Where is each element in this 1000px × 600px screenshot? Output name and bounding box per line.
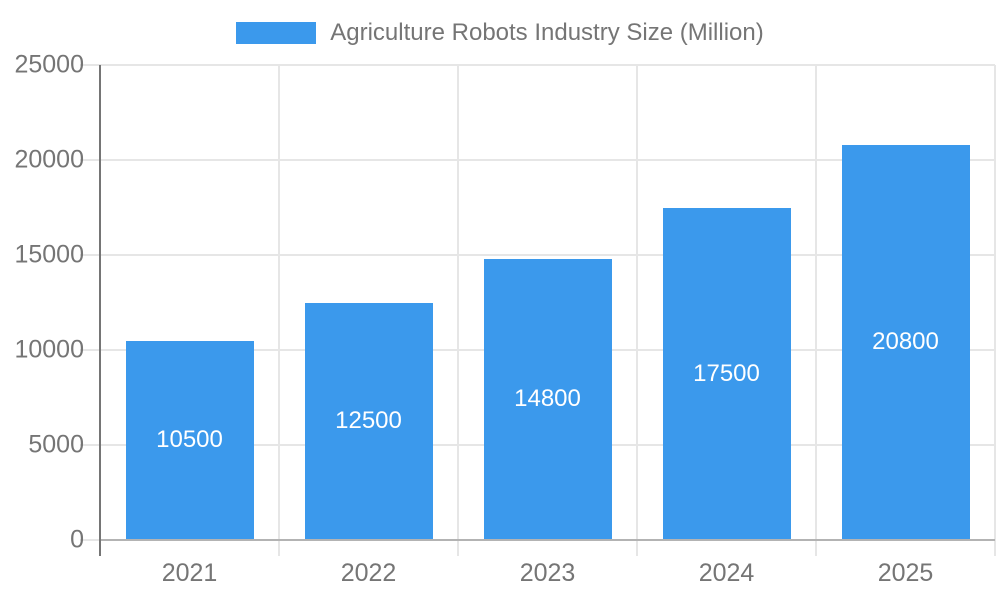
bar-value-label: 17500 <box>693 359 760 387</box>
vertical-gridline <box>815 65 817 556</box>
y-axis-tick <box>80 539 100 541</box>
y-tick-label: 15000 <box>14 240 84 269</box>
y-tick-label: 10000 <box>14 335 84 364</box>
x-tick-label: 2025 <box>877 559 934 587</box>
y-axis-tick <box>80 444 100 446</box>
bar: 10500 <box>125 340 254 540</box>
y-axis-tick <box>80 159 100 161</box>
bar-value-label: 20800 <box>872 328 939 356</box>
vertical-gridline <box>457 65 459 556</box>
bar: 17500 <box>662 207 791 540</box>
bar-value-label: 12500 <box>335 407 402 435</box>
horizontal-gridline <box>100 159 995 161</box>
vertical-gridline <box>278 65 280 556</box>
horizontal-gridline <box>100 64 995 66</box>
x-tick-label: 2022 <box>340 559 397 587</box>
bar: 20800 <box>841 144 970 540</box>
vertical-gridline <box>994 65 996 556</box>
legend-swatch <box>236 22 317 44</box>
y-tick-label: 5000 <box>28 430 84 459</box>
bar: 14800 <box>483 258 612 540</box>
vertical-gridline <box>636 65 638 556</box>
y-axis-tick <box>80 254 100 256</box>
legend-label: Agriculture Robots Industry Size (Millio… <box>330 19 764 46</box>
legend: Agriculture Robots Industry Size (Millio… <box>0 19 1000 46</box>
bar-value-label: 10500 <box>156 426 223 454</box>
bar-value-label: 14800 <box>514 385 581 413</box>
y-tick-label: 20000 <box>14 145 84 174</box>
plot-area: 0 5000 10000 15000 20000 25000 10500 2021 12500 2… <box>14 52 996 586</box>
y-tick-label: 0 <box>70 525 84 554</box>
bar: 12500 <box>304 302 433 540</box>
y-axis-line <box>99 65 101 556</box>
x-tick-label: 2021 <box>161 559 218 587</box>
x-tick-label: 2024 <box>698 559 755 587</box>
x-axis-baseline <box>100 539 995 541</box>
y-axis-tick <box>80 64 100 66</box>
x-tick-label: 2023 <box>519 559 576 587</box>
horizontal-gridline <box>100 254 995 256</box>
y-tick-label: 25000 <box>14 50 84 79</box>
y-axis-tick <box>80 349 100 351</box>
